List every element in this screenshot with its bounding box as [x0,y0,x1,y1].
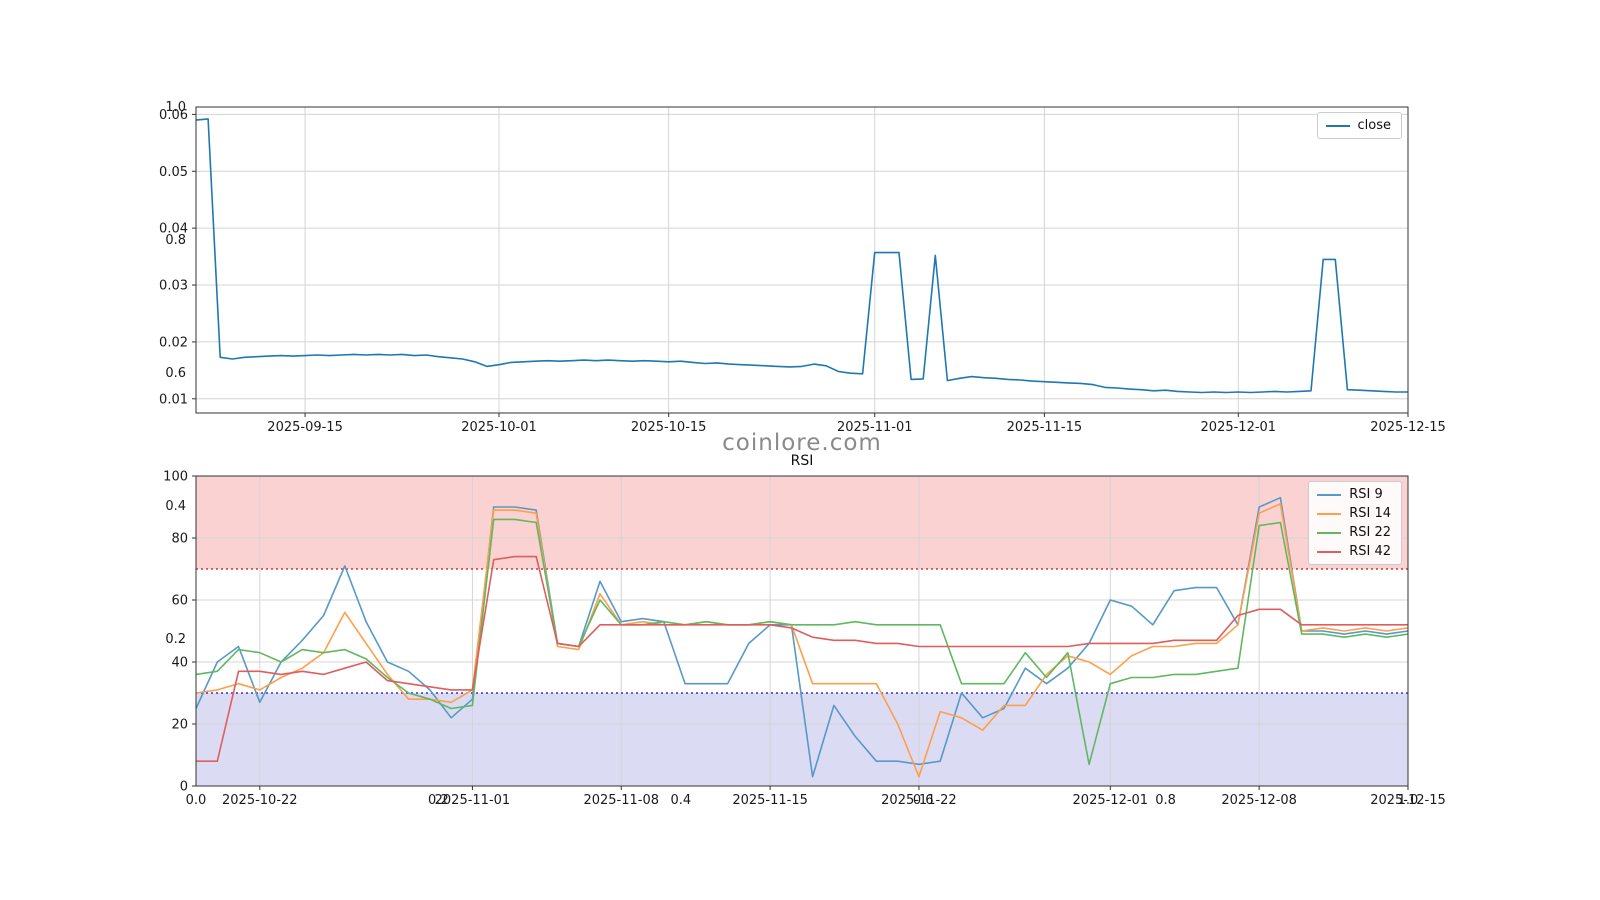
x-tick-label: 2025-12-01 [1073,793,1149,808]
stray-y-tick-label: 1.0 [165,100,186,115]
legend-item-rsi-14: RSI 14 [1317,506,1391,521]
legend-item-rsi-42: RSI 42 [1317,544,1391,559]
x-tick-label: 2025-11-22 [881,793,957,808]
legend-label-rsi-14: RSI 14 [1349,506,1391,521]
rsi-plot: 2025-10-22 2025-11-01 2025-11-08 2025-11-15… [163,470,1446,809]
stray-y-tick-label: 0.4 [165,499,186,514]
stray-x-tick-label: 0.8 [1155,793,1176,808]
watermark-text: coinlore.com [722,430,882,456]
stray-x-tick-label: 0.2 [428,793,449,808]
stray-x-tick-label: 0.0 [186,793,207,808]
x-tick-label: 2025-11-01 [435,793,511,808]
series-line-close [195,118,1408,394]
band-overbought [196,476,1408,569]
x-tick-label: 2025-12-08 [1221,793,1297,808]
y-tick-label: 0.04 [159,222,188,237]
x-tick-label: 2025-10-15 [631,420,707,435]
y-tick-label: 0.02 [159,335,188,350]
stray-y-tick-label: 0.6 [165,366,186,381]
x-tick-label: 2025-11-15 [732,793,808,808]
x-tick-label: 2025-10-22 [222,793,298,808]
x-tick-label: 2025-09-15 [267,420,343,435]
series-line-rsi-9 [195,496,1409,778]
rsi42-line-swatch [1317,550,1342,553]
price-plot: 2025-09-15 2025-10-01 2025-10-15 2025-11-01… [159,106,1446,435]
y-tick-label: 100 [163,470,188,485]
rsi14-line-swatch [1317,512,1342,515]
stray-x-tick-label: 0.6 [913,793,934,808]
stray-x-tick-label: 0.4 [670,793,691,808]
x-tick-label: 2025-11-15 [1007,420,1083,435]
y-tick-label: 20 [171,718,188,733]
legend-label-close: close [1357,118,1391,133]
legend-item-rsi-9: RSI 9 [1317,487,1391,502]
y-tick-label: 0 [180,780,188,795]
y-tick-label: 80 [171,532,188,547]
rsi22-line-swatch [1317,531,1342,534]
y-tick-label: 60 [171,594,188,609]
axes-frame [195,106,1409,414]
x-tick-label: 2025-11-01 [837,420,913,435]
axes-frame [195,475,1409,787]
y-tick-label: 0.05 [159,165,188,180]
stray-y-tick-label: 0.8 [165,233,186,248]
series-line-rsi-22 [195,518,1409,766]
y-tick-label: 0.03 [159,279,188,294]
rsi9-line-swatch [1317,493,1342,496]
rsi-legend: RSI 9 RSI 14 RSI 22 RSI 42 [1308,481,1402,565]
x-tick-label: 2025-12-01 [1201,420,1277,435]
x-tick-label: 2025-12-15 [1370,420,1446,435]
legend-label-rsi-22: RSI 22 [1349,525,1391,540]
legend-item-close: close [1325,118,1391,133]
x-tick-label: 2025-10-01 [461,420,537,435]
y-tick-label: 40 [171,656,188,671]
legend-label-rsi-42: RSI 42 [1349,544,1391,559]
close-line-swatch [1325,124,1350,127]
band-oversold [196,693,1408,786]
y-tick-label: 0.01 [159,392,188,407]
legend-label-rsi-9: RSI 9 [1349,487,1383,502]
x-tick-label: 2025-12-15 [1370,793,1446,808]
stray-x-tick-label: 1.0 [1398,793,1419,808]
price-legend: close [1316,112,1402,139]
x-tick-label: 2025-11-08 [583,793,659,808]
series-line-rsi-42 [196,555,1408,763]
stray-y-tick-label: 0.2 [165,632,186,647]
rsi-chart-title: RSI [790,453,814,469]
y-tick-label: 0.06 [159,108,188,123]
series-line-rsi-14 [195,503,1409,778]
legend-item-rsi-22: RSI 22 [1317,525,1391,540]
